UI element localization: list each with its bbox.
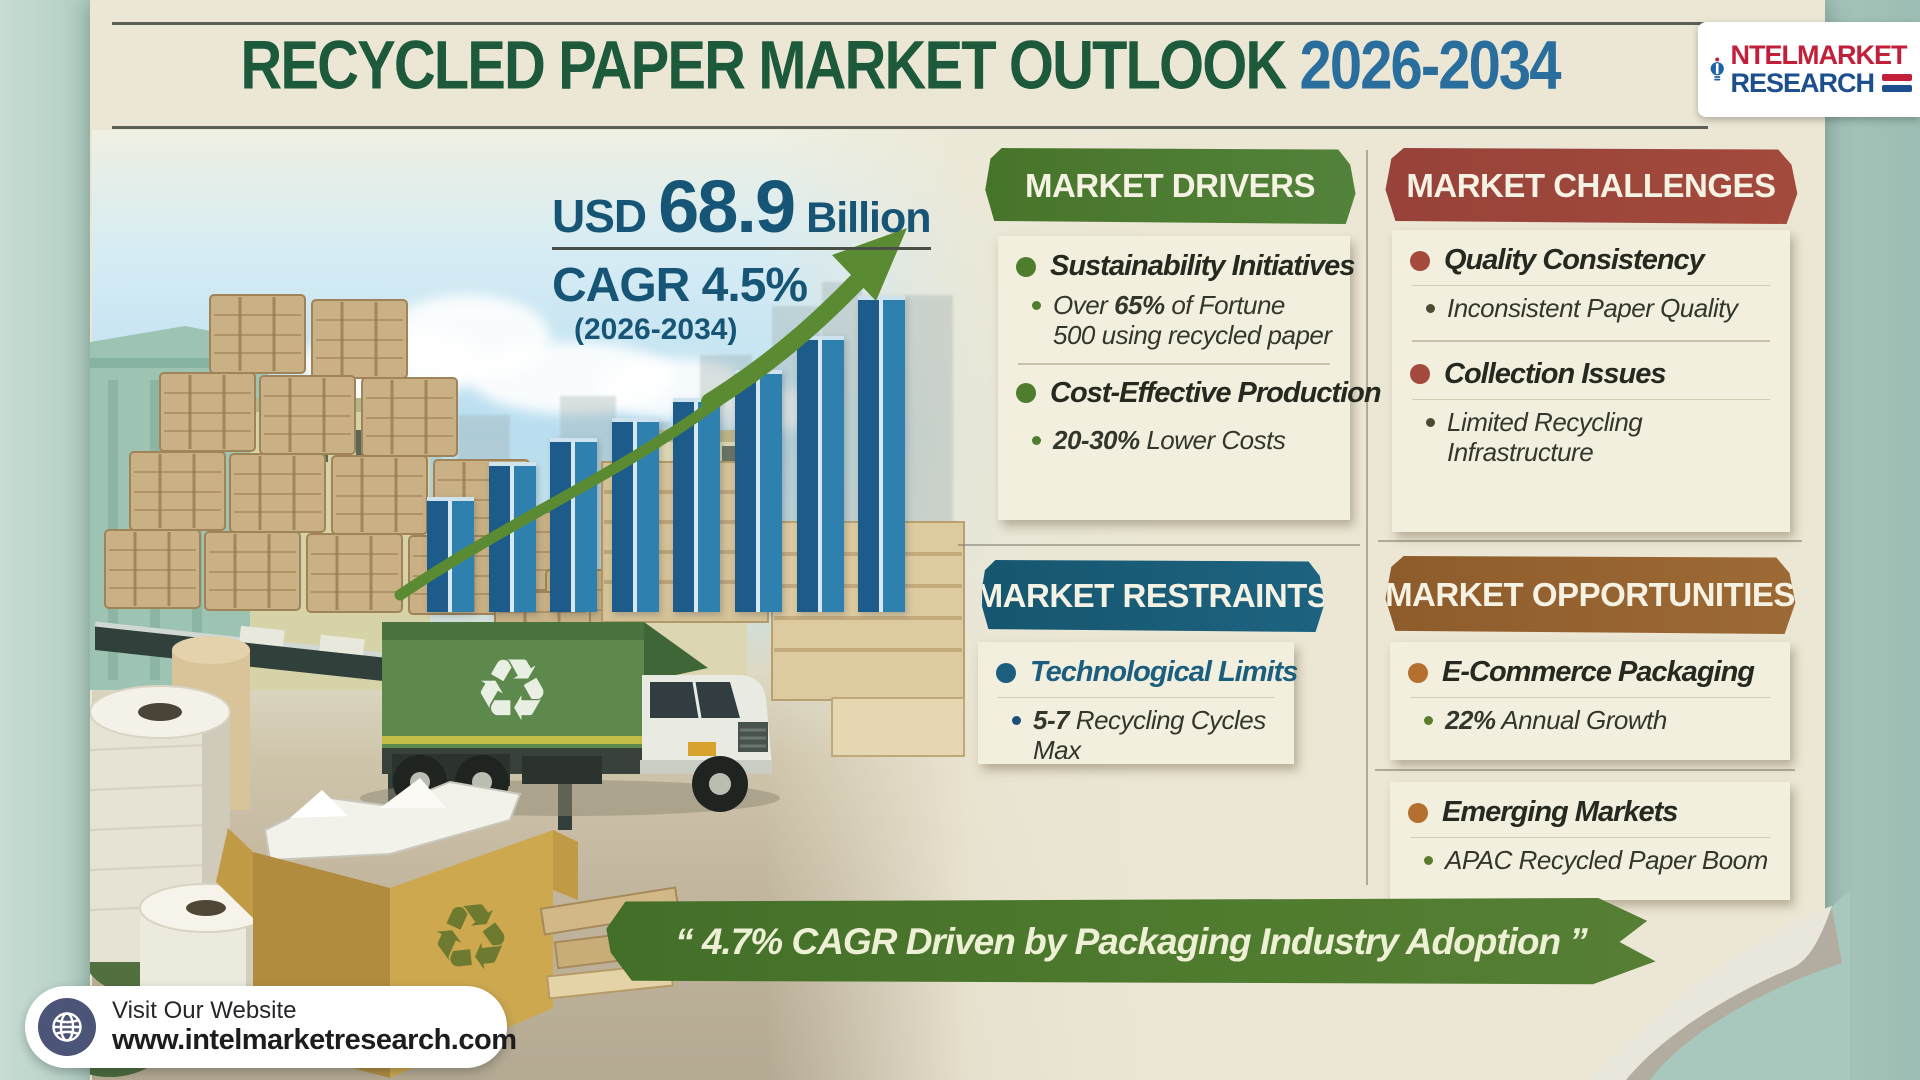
sub-bullet-icon bbox=[1424, 716, 1433, 725]
page-title-main: RECYCLED PAPER MARKET OUTLOOK bbox=[240, 26, 1287, 104]
recycle-icon: ♻ bbox=[473, 641, 550, 741]
bullet-icon bbox=[1016, 256, 1036, 277]
recycling-truck: ♻ bbox=[360, 622, 780, 816]
bullet-icon bbox=[996, 662, 1016, 683]
market-drivers-banner: MARKET DRIVERS bbox=[985, 148, 1356, 224]
recycle-icon: ♻ bbox=[424, 881, 517, 996]
driver-title: Sustainability Initiatives bbox=[1050, 250, 1355, 282]
bullet-icon bbox=[1410, 250, 1430, 271]
market-restraints-banner: MARKET RESTRAINTS bbox=[975, 560, 1329, 632]
card-divider bbox=[1412, 339, 1770, 342]
brand-logo[interactable]: NTELMARKET RESEARCH bbox=[1698, 22, 1920, 117]
bullet-icon bbox=[1408, 662, 1428, 683]
website-url[interactable]: www.intelmarketresearch.com bbox=[112, 1024, 517, 1057]
sub-bullet-icon bbox=[1426, 304, 1435, 313]
cagr-quote-text: “ 4.7% CAGR Driven by Packaging Industry… bbox=[675, 921, 1588, 962]
market-challenges-banner: MARKET CHALLENGES bbox=[1385, 148, 1798, 224]
brand-name: NTELMARKET RESEARCH bbox=[1730, 39, 1912, 98]
bullet-icon bbox=[1016, 383, 1036, 404]
challenge-detail: Inconsistent Paper Quality bbox=[1426, 293, 1772, 324]
opportunity-item: E-Commerce Packaging bbox=[1408, 656, 1772, 689]
globe-icon bbox=[38, 998, 96, 1056]
driver-item: Cost-Effective Production bbox=[1016, 377, 1382, 410]
card-divider bbox=[1410, 697, 1770, 698]
page-title: RECYCLED PAPER MARKET OUTLOOK 2026-2034 bbox=[207, 26, 1594, 104]
opportunity-title: E-Commerce Packaging bbox=[1442, 656, 1755, 688]
card-divider bbox=[1412, 285, 1770, 286]
market-drivers-header: MARKET DRIVERS bbox=[1024, 167, 1316, 204]
forecast-period: (2026-2034) bbox=[574, 313, 738, 346]
bullet-icon bbox=[1410, 364, 1430, 385]
panel-divider-vertical bbox=[1366, 150, 1368, 885]
driver-detail: Over 65% of Fortune 500 using recycled p… bbox=[1032, 290, 1332, 351]
challenge-title: Collection Issues bbox=[1444, 357, 1667, 390]
challenge-item: Quality Consistency bbox=[1410, 244, 1772, 277]
website-label: Visit Our Website bbox=[112, 996, 297, 1024]
sub-bullet-icon bbox=[1424, 856, 1433, 865]
opportunity-detail: APAC Recycled Paper Boom bbox=[1424, 845, 1772, 876]
market-restraints-header: MARKET RESTRAINTS bbox=[975, 577, 1329, 614]
card-divider bbox=[1410, 837, 1770, 838]
sub-bullet-icon bbox=[1426, 417, 1435, 427]
market-restraints-card: Technological Limits 5-7 Recycling Cycle… bbox=[978, 642, 1298, 766]
restraint-title: Technological Limits bbox=[1030, 656, 1298, 688]
restraint-detail: 5-7 Recycling Cycles Max bbox=[1012, 705, 1276, 766]
website-link-pill[interactable]: Visit Our Website www.intelmarketresearc… bbox=[25, 986, 517, 1068]
panel-divider-left bbox=[958, 544, 1360, 546]
market-value-unit: Billion bbox=[806, 194, 931, 242]
sub-bullet-icon bbox=[1012, 716, 1021, 725]
brand-name-bottom: RESEARCH bbox=[1730, 67, 1875, 98]
challenge-item: Collection Issues bbox=[1410, 358, 1772, 391]
card-divider bbox=[1412, 398, 1770, 400]
market-value: USD 68.9 Billion bbox=[552, 165, 932, 250]
card-divider bbox=[998, 697, 1274, 698]
opportunity-item: Emerging Markets bbox=[1408, 796, 1772, 829]
market-opportunities-banner: MARKET OPPORTUNITIES bbox=[1385, 556, 1796, 634]
opportunity-detail: 22% Annual Growth bbox=[1424, 705, 1772, 736]
title-rule-top bbox=[112, 22, 1708, 25]
forecast-stats: USD 68.9 Billion CAGR 4.5% (2026-2034) bbox=[552, 165, 932, 347]
brand-name-top: NTELMARKET bbox=[1730, 39, 1907, 70]
driver-title: Cost-Effective Production bbox=[1050, 376, 1382, 409]
restraint-item: Technological Limits bbox=[996, 656, 1298, 689]
sub-bullet-icon bbox=[1032, 435, 1041, 445]
paper-rolls bbox=[90, 636, 334, 1000]
market-challenges-header: MARKET CHALLENGES bbox=[1406, 167, 1776, 204]
panel-divider-right bbox=[1378, 540, 1802, 542]
market-challenges-card: Quality Consistency Inconsistent Paper Q… bbox=[1392, 230, 1790, 532]
driver-item: Sustainability Initiatives bbox=[1016, 250, 1355, 283]
challenge-detail: Limited Recycling Infrastructure bbox=[1426, 407, 1772, 468]
currency-label: USD bbox=[552, 190, 647, 242]
card-divider bbox=[1018, 362, 1330, 365]
opportunity-title: Emerging Markets bbox=[1442, 796, 1678, 828]
challenge-title: Quality Consistency bbox=[1444, 244, 1705, 276]
cagr-quote-banner: “ 4.7% CAGR Driven by Packaging Industry… bbox=[606, 898, 1656, 985]
market-opportunities-card: E-Commerce Packaging 22% Annual Growth bbox=[1390, 642, 1790, 760]
brand-bars-icon bbox=[1882, 74, 1912, 93]
sub-bullet-icon bbox=[1032, 301, 1041, 310]
market-opportunities-header: MARKET OPPORTUNITIES bbox=[1385, 576, 1795, 613]
panel-divider-opportunities bbox=[1375, 769, 1795, 771]
title-rule-bottom bbox=[112, 126, 1708, 129]
page-curl bbox=[1590, 890, 1850, 1080]
lightbulb-icon bbox=[1710, 56, 1724, 81]
market-drivers-card: Sustainability Initiatives Over 65% of F… bbox=[998, 236, 1382, 520]
bullet-icon bbox=[1408, 802, 1428, 823]
page-title-years: 2026-2034 bbox=[1299, 26, 1562, 104]
market-value-number: 68.9 bbox=[658, 165, 796, 248]
cagr-label: CAGR 4.5% bbox=[552, 259, 808, 312]
driver-detail: 20-30% Lower Costs bbox=[1032, 425, 1332, 456]
market-opportunities-card2: Emerging Markets APAC Recycled Paper Boo… bbox=[1390, 782, 1790, 900]
